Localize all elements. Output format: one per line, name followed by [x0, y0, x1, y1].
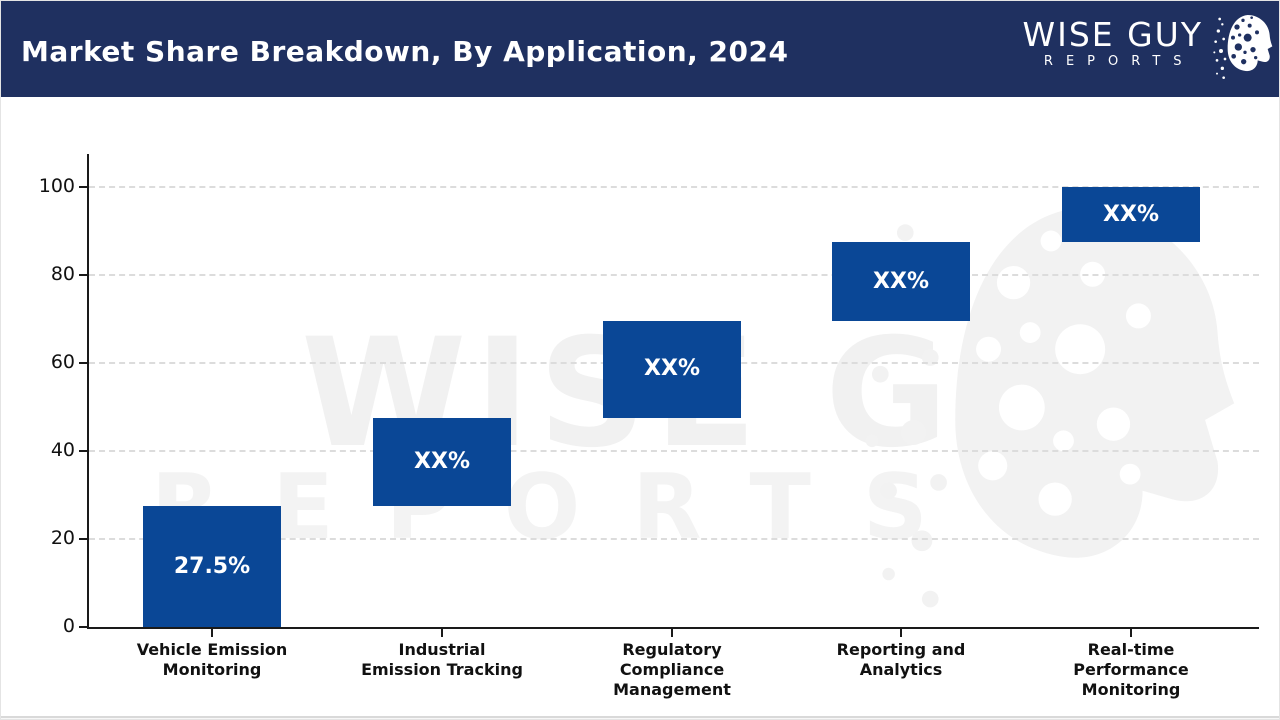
y-tick-label: 20 [50, 527, 75, 549]
x-tick [441, 629, 443, 637]
bar-3 [603, 321, 741, 418]
x-category-label-line: Real-time [1087, 640, 1175, 659]
x-category-label: Real-time Performance Monitoring [1006, 640, 1256, 700]
x-category-label-line: Monitoring [162, 660, 262, 679]
x-category-label: Reporting and Analytics [776, 640, 1026, 680]
x-axis-line [87, 627, 1259, 629]
x-tick [1130, 629, 1132, 637]
x-category-label-line: Management [613, 680, 731, 699]
x-category-label: Industrial Emission Tracking [317, 640, 567, 680]
x-category-label-line: Compliance [619, 660, 725, 679]
y-tick [79, 626, 87, 628]
footer-divider [1, 716, 1279, 719]
x-tick [211, 629, 213, 637]
bar-5 [1062, 187, 1200, 242]
bar-value-label: XX% [644, 356, 700, 382]
x-category-label: Vehicle Emission Monitoring [87, 640, 337, 680]
brand-logo: WISE GUY REPORTS [1022, 15, 1203, 70]
bar-2 [373, 418, 511, 506]
y-tick [79, 186, 87, 188]
brand-logo-text: WISE GUY [1022, 15, 1203, 54]
bar-value-label: 27.5% [173, 554, 251, 579]
brand-logo-subtext: REPORTS [1043, 54, 1195, 70]
gridline-40 [89, 450, 1259, 452]
bar-1 [143, 506, 281, 627]
x-category-label-line: Industrial [398, 640, 486, 659]
x-category-label-line: Performance [1073, 660, 1189, 679]
gridline-100 [89, 186, 1259, 188]
x-category-label-line: Emission Tracking [361, 660, 523, 679]
y-tick-label: 40 [50, 439, 75, 461]
y-tick [79, 538, 87, 540]
y-tick-label: 60 [50, 351, 75, 373]
x-category-label: Regulatory Compliance Management [547, 640, 797, 700]
y-axis-line [87, 154, 89, 629]
bar-value-label: XX% [414, 449, 470, 474]
x-category-label-line: Vehicle Emission [136, 640, 288, 659]
x-category-label-line: Reporting and [836, 640, 966, 659]
y-tick [79, 362, 87, 364]
header-bar: Market Share Breakdown, By Application, … [1, 1, 1279, 97]
x-category-label-line: Analytics [859, 660, 943, 679]
brand-head-icon [1213, 9, 1273, 89]
y-tick-label: 100 [38, 175, 75, 197]
bar-value-label: XX% [873, 269, 929, 294]
x-tick [671, 629, 673, 637]
y-tick [79, 274, 87, 276]
bar-4 [832, 242, 970, 322]
gridline-20 [89, 538, 1259, 540]
y-tick-label: 80 [50, 263, 75, 285]
x-tick [900, 629, 902, 637]
y-tick-label: 0 [62, 615, 75, 637]
chart-title: Market Share Breakdown, By Application, … [21, 35, 789, 68]
x-category-label-line: Regulatory [622, 640, 722, 659]
y-tick [79, 450, 87, 452]
gridline-80 [89, 274, 1259, 276]
x-category-label-line: Monitoring [1081, 680, 1181, 699]
bar-value-label: XX% [1103, 202, 1159, 227]
